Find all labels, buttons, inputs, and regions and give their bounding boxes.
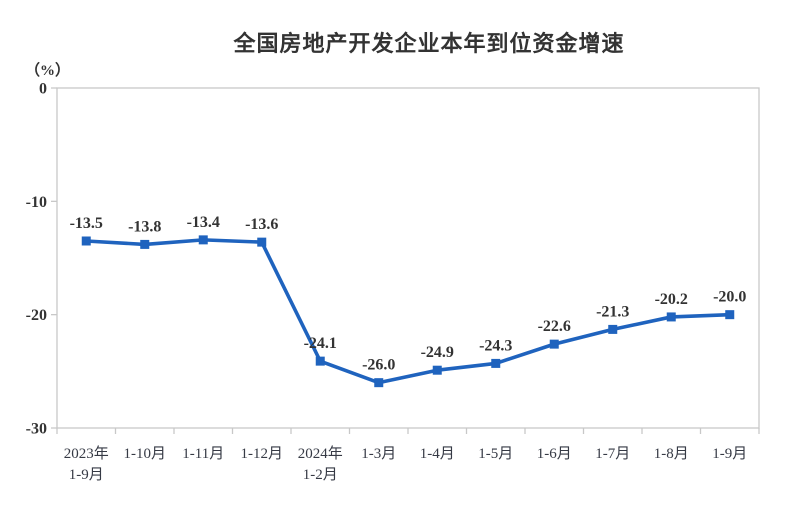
data-point-label: -13.6 xyxy=(245,216,278,233)
y-axis-tick-label: -30 xyxy=(26,421,47,438)
x-axis-tick-label: 1-7月 xyxy=(595,446,630,462)
x-axis-tick-label: 1-6月 xyxy=(537,446,572,462)
data-point-label: -24.3 xyxy=(479,337,512,354)
x-axis-tick-label: 1-11月 xyxy=(182,446,224,462)
y-axis-unit-label: （%） xyxy=(25,63,71,79)
x-axis-tick-label: 1-12月 xyxy=(241,446,284,462)
data-point-marker xyxy=(608,324,618,334)
data-point-marker xyxy=(666,312,676,322)
x-axis-tick-label: 1-4月 xyxy=(420,446,455,462)
data-point-marker xyxy=(81,236,91,246)
data-point-label: -20.2 xyxy=(655,291,688,308)
data-point-marker xyxy=(491,358,501,368)
data-point-marker xyxy=(432,365,442,375)
data-point-label: -24.1 xyxy=(304,335,337,352)
chart-title: 全国房地产开发企业本年到位资金增速 xyxy=(233,32,625,57)
data-point-marker xyxy=(374,378,384,388)
x-axis-tick-label: 1-8月 xyxy=(654,446,689,462)
data-point-label: -21.3 xyxy=(596,303,629,320)
data-point-marker xyxy=(315,356,325,366)
x-axis-tick-label: 2023年 1-9月 xyxy=(64,445,109,483)
y-axis-tick-label: -10 xyxy=(26,194,47,211)
data-point-label: -13.5 xyxy=(70,215,103,232)
data-line xyxy=(84,238,732,385)
data-point-marker xyxy=(725,310,735,320)
data-point-label: -22.6 xyxy=(538,318,571,335)
x-axis-tick-label: 1-9月 xyxy=(712,446,747,462)
x-axis-tick-label: 1-10月 xyxy=(124,446,167,462)
x-axis-tick-label: 1-3月 xyxy=(361,446,396,462)
data-point-label: -20.0 xyxy=(713,289,746,306)
x-axis-tick-label: 2024年 1-2月 xyxy=(298,445,343,483)
x-axis-tick-label: 1-5月 xyxy=(478,446,513,462)
data-point-label: -26.0 xyxy=(362,357,395,374)
data-point-label: -24.9 xyxy=(421,344,454,361)
y-axis-tick-label: 0 xyxy=(39,81,47,98)
data-point-marker xyxy=(198,235,208,245)
data-point-label: -13.4 xyxy=(187,214,220,231)
y-axis-tick-label: -20 xyxy=(26,307,47,324)
data-point-marker xyxy=(140,239,150,249)
data-point-marker xyxy=(549,339,559,349)
data-point-marker xyxy=(257,237,267,247)
data-point-label: -13.8 xyxy=(128,218,161,235)
